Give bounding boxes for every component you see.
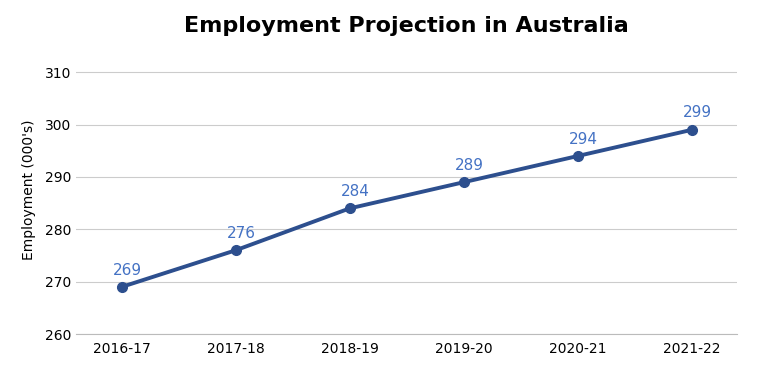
Title: Employment Projection in Australia: Employment Projection in Australia [184,16,629,36]
Text: 294: 294 [568,132,597,147]
Text: 269: 269 [112,263,141,278]
Y-axis label: Employment (000's): Employment (000's) [23,120,36,260]
Text: 289: 289 [454,158,483,173]
Text: 299: 299 [682,106,711,121]
Text: 276: 276 [226,226,255,241]
Text: 284: 284 [340,184,369,199]
